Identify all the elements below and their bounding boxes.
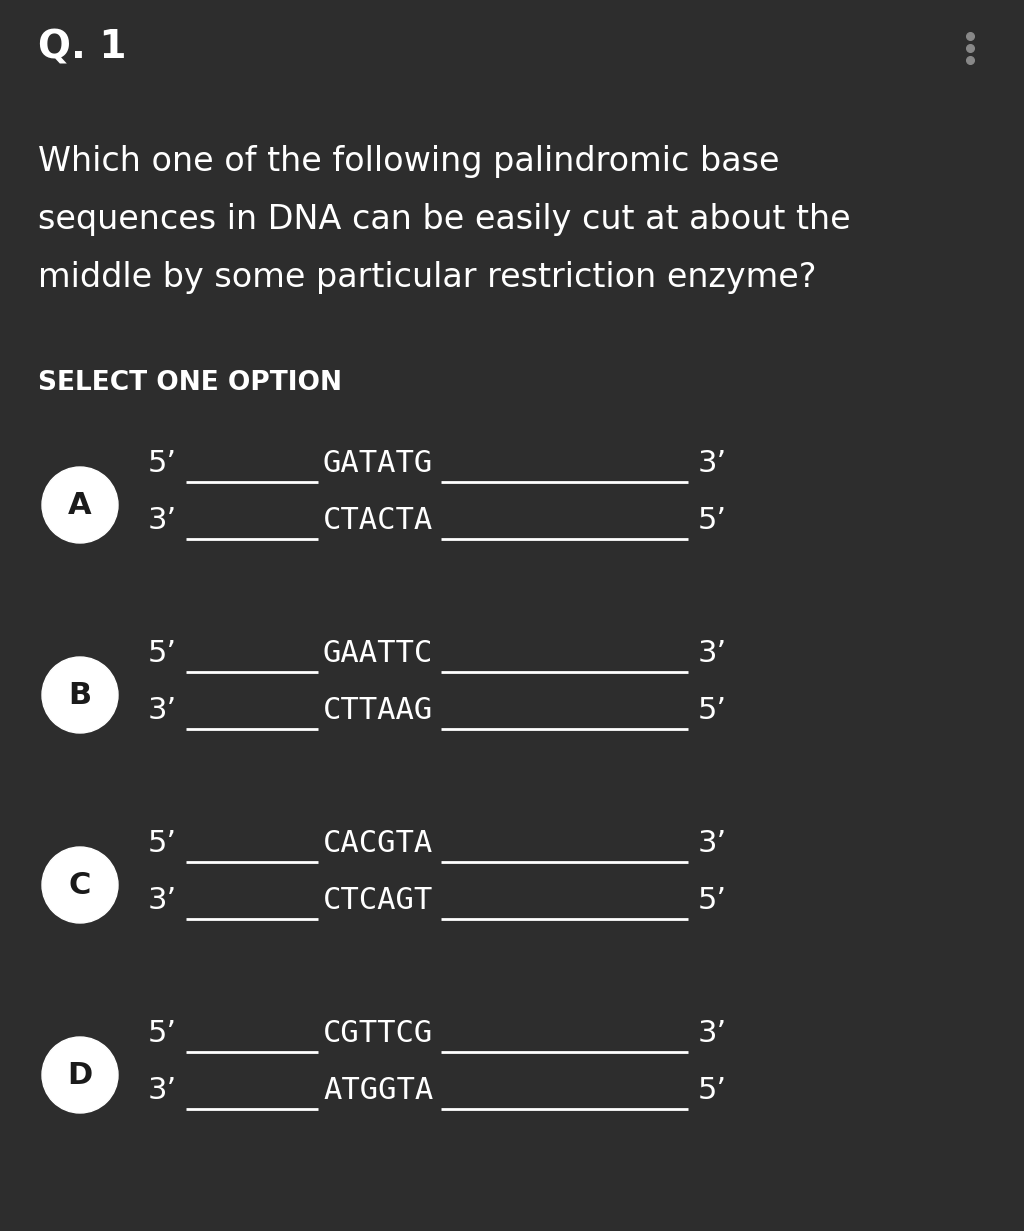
Text: CACGTA: CACGTA [323, 828, 433, 858]
Text: 5’: 5’ [698, 696, 727, 725]
Text: 3’: 3’ [148, 506, 177, 535]
Text: 5’: 5’ [148, 449, 177, 478]
Text: SELECT ONE OPTION: SELECT ONE OPTION [38, 371, 342, 396]
Text: 5’: 5’ [698, 886, 727, 915]
Text: sequences in DNA can be easily cut at about the: sequences in DNA can be easily cut at ab… [38, 203, 851, 236]
Text: 5’: 5’ [148, 639, 177, 668]
Text: 5’: 5’ [148, 1019, 177, 1048]
Text: 3’: 3’ [698, 639, 727, 668]
Text: CGTTCG: CGTTCG [323, 1019, 433, 1048]
Text: middle by some particular restriction enzyme?: middle by some particular restriction en… [38, 261, 816, 294]
Text: A: A [69, 490, 92, 519]
Text: Which one of the following palindromic base: Which one of the following palindromic b… [38, 145, 779, 178]
Text: 3’: 3’ [698, 449, 727, 478]
Text: GATATG: GATATG [323, 449, 433, 478]
Text: CTTAAG: CTTAAG [323, 696, 433, 725]
Text: C: C [69, 870, 91, 900]
Text: 5’: 5’ [148, 828, 177, 858]
Text: CTCAGT: CTCAGT [323, 886, 433, 915]
Circle shape [42, 657, 118, 732]
Text: 3’: 3’ [148, 696, 177, 725]
Circle shape [42, 467, 118, 543]
Text: 5’: 5’ [698, 1076, 727, 1105]
Text: D: D [68, 1060, 92, 1089]
Text: 3’: 3’ [148, 1076, 177, 1105]
Text: B: B [69, 681, 91, 709]
Text: CTACTA: CTACTA [323, 506, 433, 535]
Circle shape [42, 1037, 118, 1113]
Text: 5’: 5’ [698, 506, 727, 535]
Text: 3’: 3’ [698, 1019, 727, 1048]
Text: Q. 1: Q. 1 [38, 30, 127, 66]
Text: ATGGTA: ATGGTA [323, 1076, 433, 1105]
Text: 3’: 3’ [148, 886, 177, 915]
Text: 3’: 3’ [698, 828, 727, 858]
Circle shape [42, 847, 118, 923]
Text: GAATTC: GAATTC [323, 639, 433, 668]
